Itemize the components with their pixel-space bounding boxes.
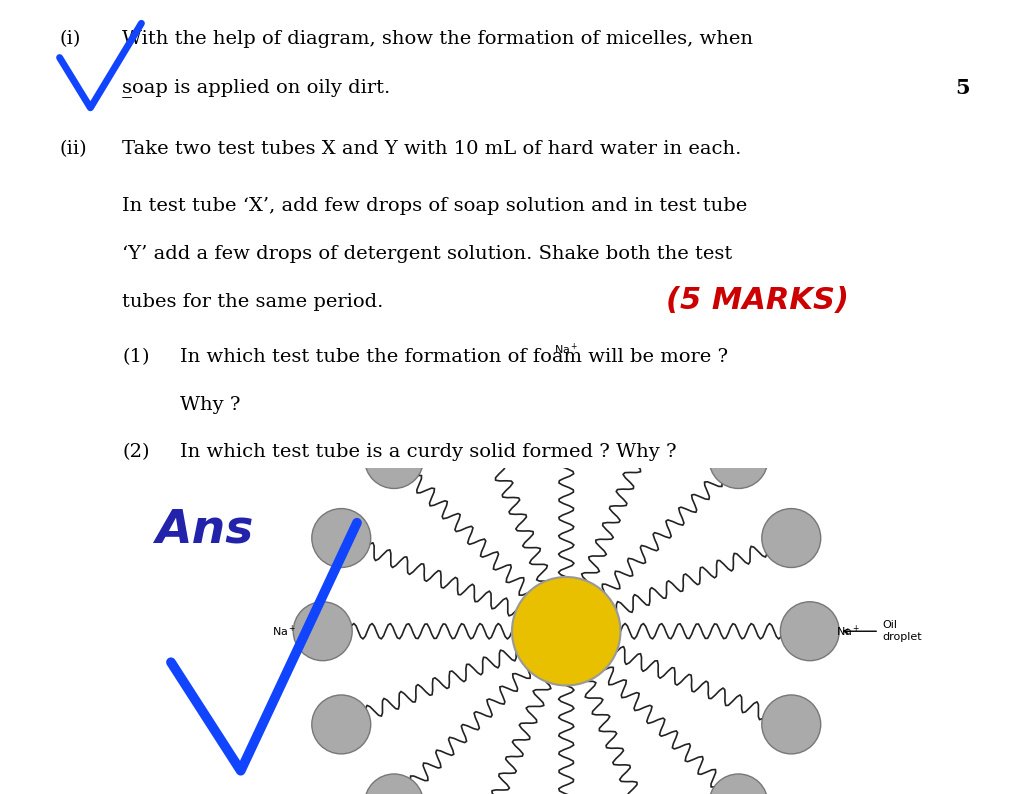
Text: tubes for the same period.: tubes for the same period. (122, 293, 384, 310)
Circle shape (311, 695, 371, 754)
Text: (ii): (ii) (59, 140, 87, 158)
Circle shape (365, 774, 424, 794)
Text: In test tube ‘X’, add few drops of soap solution and in test tube: In test tube ‘X’, add few drops of soap … (122, 197, 748, 215)
Circle shape (512, 577, 621, 685)
Text: Why ?: Why ? (180, 396, 241, 414)
Circle shape (311, 509, 371, 568)
Circle shape (365, 430, 424, 488)
Text: ‘Y’ add a few drops of detergent solution. Shake both the test: ‘Y’ add a few drops of detergent solutio… (122, 245, 732, 263)
Text: Na$^+$: Na$^+$ (836, 623, 860, 639)
Text: Ans: Ans (156, 507, 254, 552)
Text: (1): (1) (122, 349, 150, 366)
Circle shape (537, 358, 596, 417)
Text: Na$^+$: Na$^+$ (554, 341, 579, 357)
Circle shape (293, 602, 352, 661)
Circle shape (762, 695, 820, 754)
Circle shape (630, 377, 689, 436)
Text: (5 MARKS): (5 MARKS) (666, 286, 849, 315)
Text: 5: 5 (954, 78, 970, 98)
Text: In which test tube is a curdy solid formed ? Why ?: In which test tube is a curdy solid form… (180, 443, 677, 461)
Circle shape (709, 774, 768, 794)
Text: In which test tube the formation of foam will be more ?: In which test tube the formation of foam… (180, 349, 728, 366)
Text: (2): (2) (122, 443, 150, 461)
Text: Na$^+$: Na$^+$ (272, 623, 297, 639)
Circle shape (780, 602, 840, 661)
Text: s̲oap is applied on oily dirt.: s̲oap is applied on oily dirt. (122, 78, 390, 97)
Circle shape (443, 377, 503, 436)
Text: Oil
droplet: Oil droplet (844, 620, 922, 642)
Text: Take two test tubes X and Y with 10 mL of hard water in each.: Take two test tubes X and Y with 10 mL o… (122, 140, 741, 158)
Text: (i): (i) (59, 30, 81, 48)
Text: With the help of diagram, show the formation of micelles, when: With the help of diagram, show the forma… (122, 30, 754, 48)
Circle shape (762, 509, 820, 568)
Circle shape (709, 430, 768, 488)
